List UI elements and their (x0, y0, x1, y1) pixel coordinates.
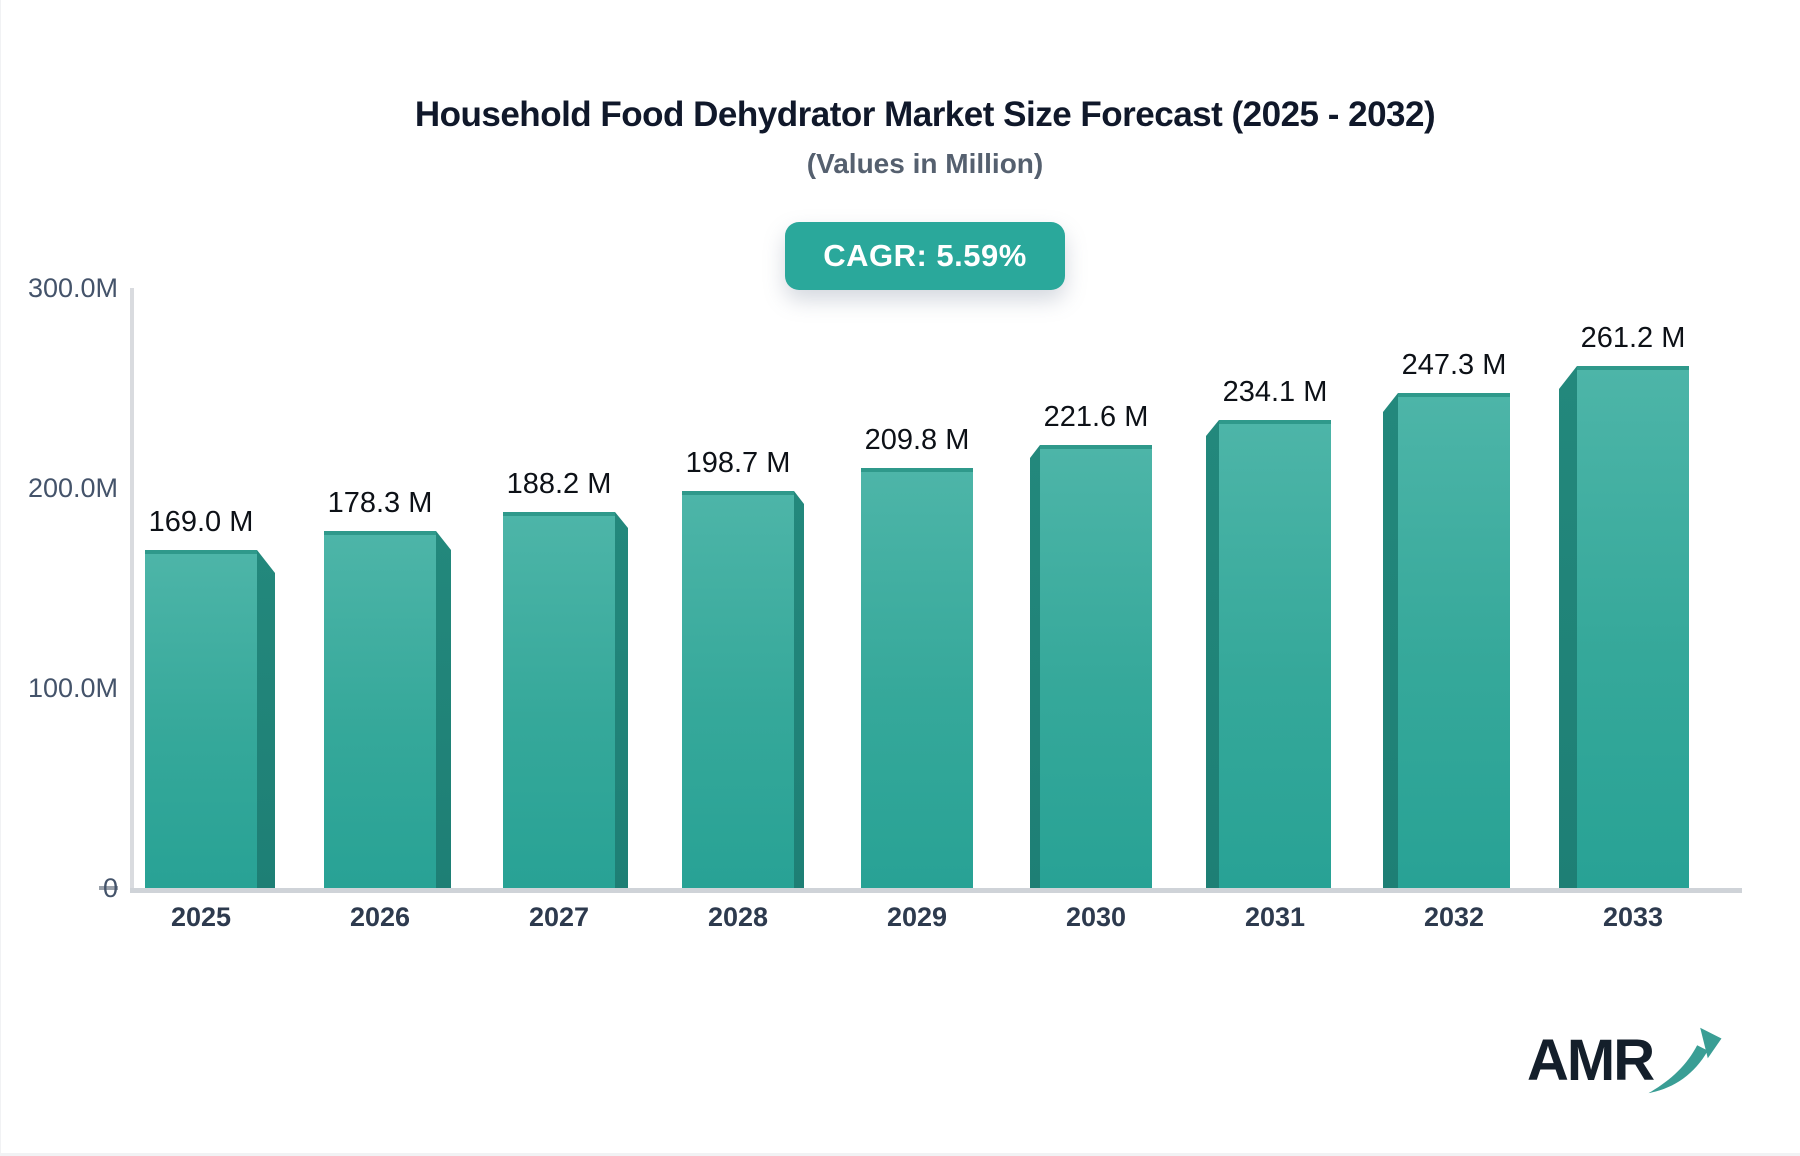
y-axis-label: 100.0M (27, 673, 118, 703)
bar (503, 512, 615, 888)
y-axis-label: 200.0M (27, 473, 118, 503)
zero-tick-mark (99, 886, 118, 890)
bar (1577, 366, 1689, 888)
bar-side-face (1030, 445, 1040, 888)
bar (1040, 445, 1152, 888)
chart-title: Household Food Dehydrator Market Size Fo… (414, 95, 1436, 134)
y-axis-line (130, 288, 134, 888)
bar-side-face (794, 491, 804, 888)
x-axis-label: 2028 (707, 902, 769, 932)
amr-logo-arrow-icon (1648, 1027, 1722, 1094)
bar (324, 531, 436, 888)
chart-subtitle: (Values in Million) (806, 148, 1044, 179)
bar-value-label: 188.2 M (506, 468, 612, 500)
bar-side-face (436, 531, 451, 888)
bar-side-face (257, 550, 275, 888)
x-axis-label: 2025 (170, 902, 232, 932)
bar (1219, 420, 1331, 888)
bar-value-label: 221.6 M (1043, 401, 1149, 433)
bar-value-label: 261.2 M (1580, 322, 1686, 354)
bar-value-label: 178.3 M (327, 487, 433, 519)
bar-side-face (1206, 420, 1219, 888)
x-axis-label: 2026 (349, 902, 411, 932)
bar-value-label: 169.0 M (148, 506, 254, 538)
bar-value-label: 198.7 M (685, 447, 791, 479)
x-axis-label: 2032 (1423, 902, 1485, 932)
bar-side-face (1559, 366, 1577, 888)
y-axis-label: 300.0M (27, 273, 118, 303)
x-axis-label: 2030 (1065, 902, 1127, 932)
bar-side-face (615, 512, 628, 888)
bar (861, 468, 973, 888)
x-axis-label: 2031 (1244, 902, 1306, 932)
amr-logo-text: AMR (1527, 1028, 1655, 1093)
cagr-badge: CAGR: 5.59% (785, 222, 1065, 290)
x-axis-baseline (130, 888, 1742, 893)
bar (1398, 393, 1510, 888)
chart-header: Household Food Dehydrator Market Size Fo… (25, 0, 1800, 290)
x-axis-label: 2033 (1602, 902, 1664, 932)
amr-logo: AMR (1527, 1027, 1723, 1098)
bar-value-label: 209.8 M (864, 424, 970, 456)
bar-side-face (1383, 393, 1398, 888)
bar (682, 491, 794, 888)
y-axis-label: 0 (102, 873, 118, 903)
bar (145, 550, 257, 888)
bar-value-label: 247.3 M (1401, 349, 1507, 381)
bar-value-label: 234.1 M (1222, 376, 1328, 408)
x-axis-label: 2029 (886, 902, 948, 932)
x-axis-label: 2027 (528, 902, 590, 932)
